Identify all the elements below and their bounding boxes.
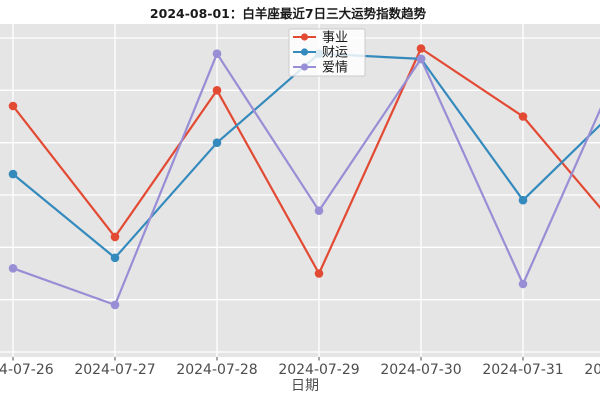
legend-box: [288, 28, 366, 77]
series-wealth-point: [8, 169, 18, 179]
series-love-point: [212, 49, 222, 58]
series-love-point: [416, 54, 426, 64]
x-tick-label: 2024-07-26: [0, 362, 54, 378]
x-tick-label: 2024-07-27: [74, 362, 155, 378]
series-wealth-point: [518, 195, 528, 205]
legend-label: 事业: [322, 31, 348, 46]
x-tick-label: 2024-07-31: [482, 362, 563, 378]
legend-marker-dot: [300, 33, 309, 41]
series-love-point: [314, 206, 324, 215]
series-love-point: [518, 279, 528, 289]
x-tick-label: 2024-07-28: [176, 362, 257, 378]
legend-item-wealth: 财运: [293, 46, 348, 61]
legend-label: 爱情: [322, 61, 348, 76]
series-love-point: [8, 264, 18, 273]
legend-item-love: 爱情: [293, 61, 348, 76]
x-tick-label: 2024-08-01: [584, 362, 600, 378]
series-wealth-point: [110, 253, 120, 263]
series-career-point: [8, 101, 18, 111]
legend-label: 财运: [322, 46, 348, 61]
x-axis-title: 日期: [291, 378, 319, 394]
x-tick-label: 2024-07-30: [380, 362, 461, 378]
series-love: [8, 49, 600, 310]
legend-marker-dot: [300, 63, 309, 71]
plot-area: [0, 24, 600, 357]
series-love-point: [110, 300, 120, 310]
x-tick-label: 2024-07-29: [278, 362, 359, 378]
series-career-point: [212, 86, 222, 95]
gridlines: [0, 24, 600, 357]
legend-marker-dot: [300, 48, 309, 56]
chart-title: 2024-08-01：白羊座最近7日三大运势指数趋势: [150, 6, 427, 21]
series-career-point: [314, 269, 324, 278]
series-career-point: [110, 232, 120, 242]
series-career-point: [416, 44, 426, 53]
series-wealth-point: [212, 138, 222, 147]
series-career: [8, 44, 600, 278]
x-axis: 2024-07-26 2024-07-27 2024-07-28 2024-07-29…: [0, 357, 600, 378]
legend-item-career: 事业: [293, 31, 348, 46]
series-career-point: [518, 112, 528, 121]
